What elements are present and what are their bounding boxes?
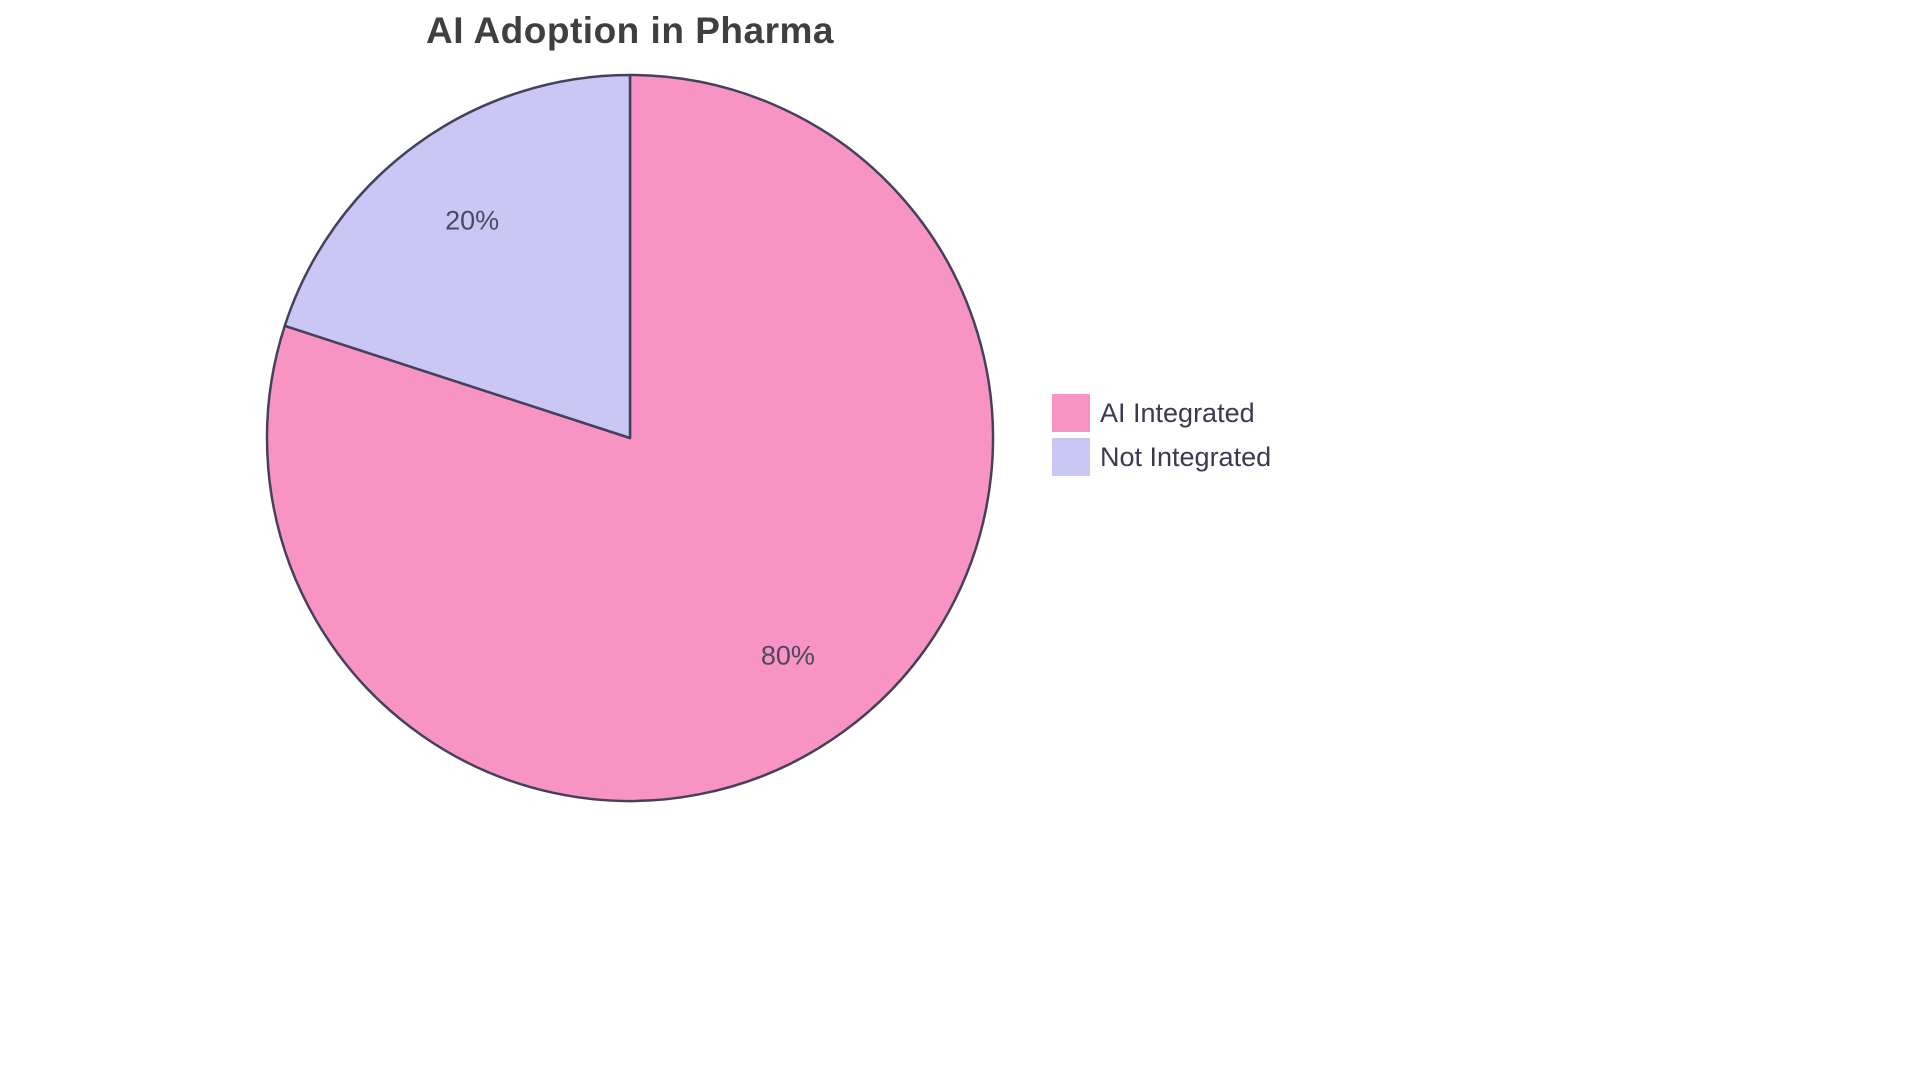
chart-title: AI Adoption in Pharma <box>426 10 834 51</box>
legend-item-not-integrated: Not Integrated <box>1052 438 1271 476</box>
legend-label-ai-integrated: AI Integrated <box>1100 397 1255 428</box>
legend-label-not-integrated: Not Integrated <box>1100 441 1272 472</box>
slice-label-1: 20% <box>445 206 499 236</box>
legend-swatch-ai-integrated <box>1052 394 1090 432</box>
legend: AI Integrated Not Integrated <box>1052 394 1271 476</box>
pie-slice-1 <box>283 73 632 440</box>
slice-label-0: 80% <box>761 640 815 670</box>
legend-item-ai-integrated: AI Integrated <box>1052 394 1271 432</box>
legend-swatch-not-integrated <box>1052 438 1090 476</box>
